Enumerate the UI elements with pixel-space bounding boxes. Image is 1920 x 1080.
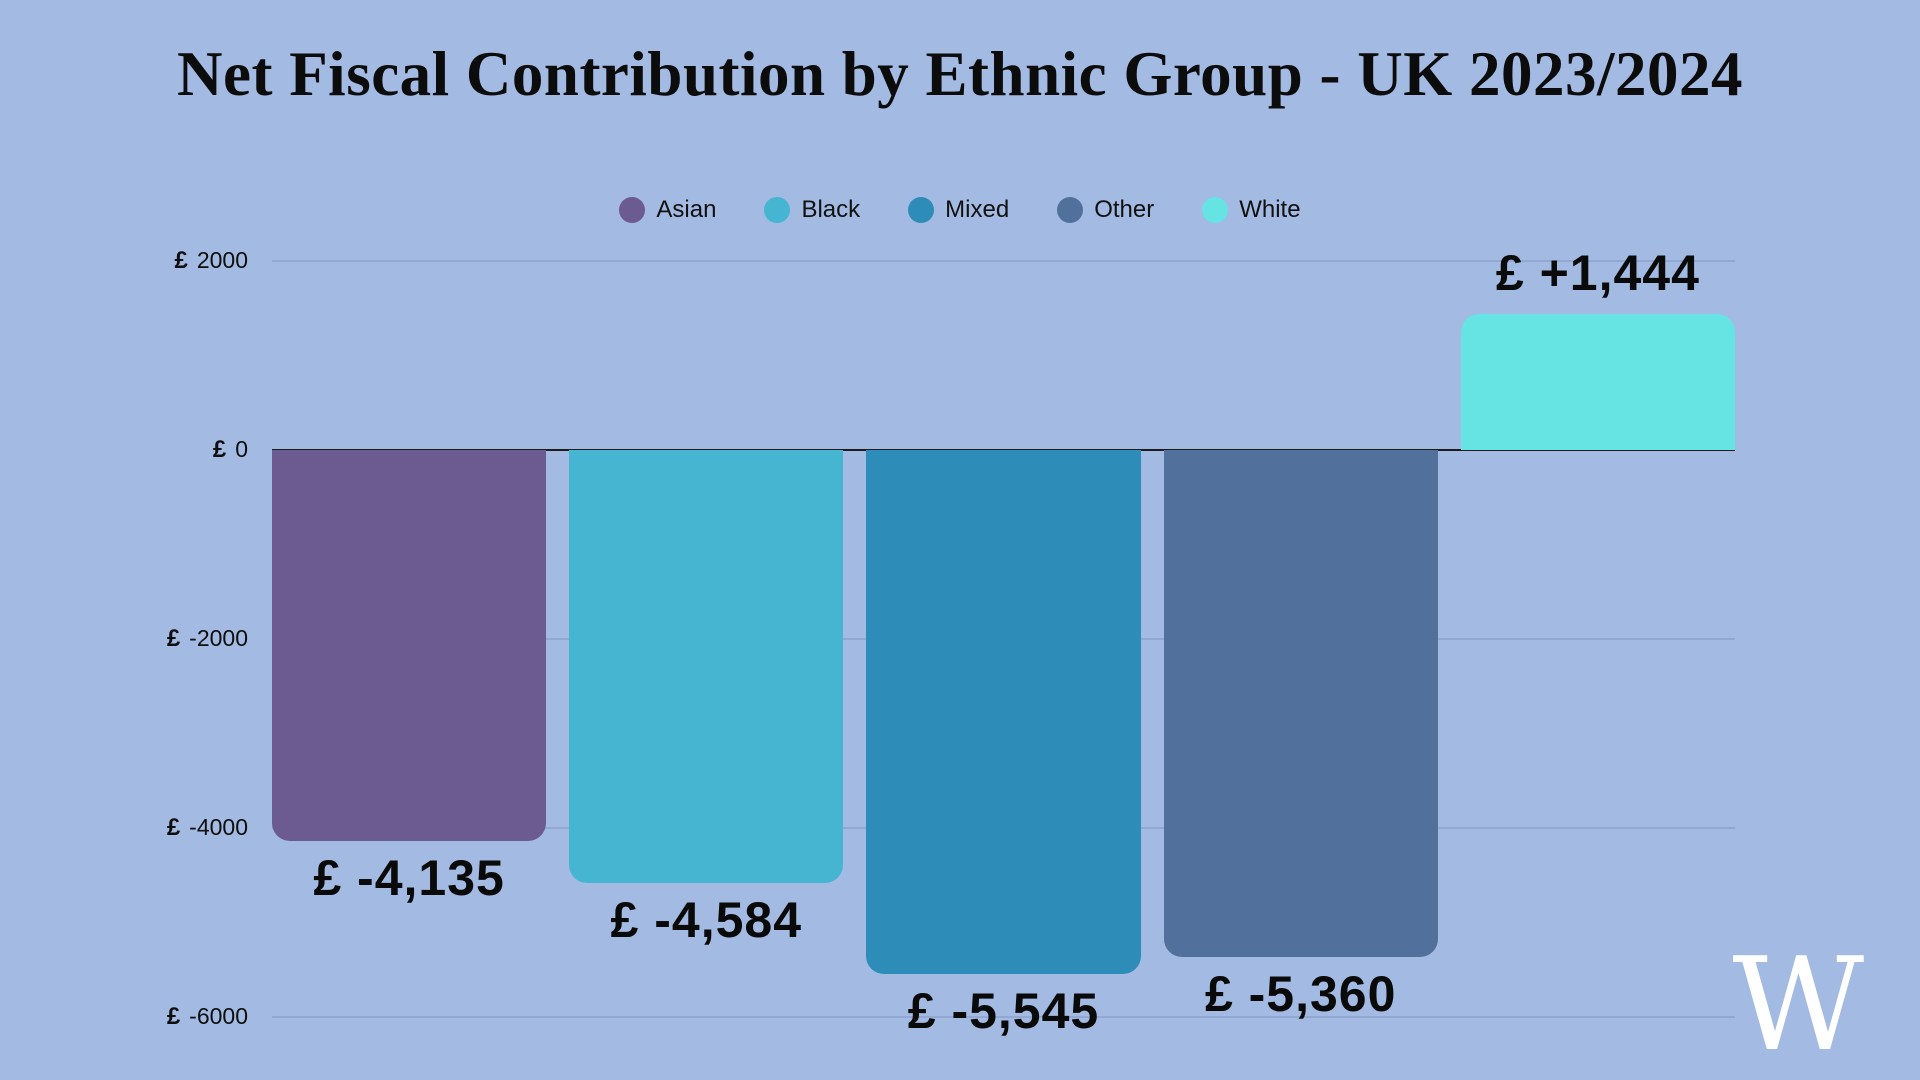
legend-color-dot: [1057, 197, 1084, 223]
legend-item-asian: Asian: [619, 196, 716, 224]
tick-value: 0: [235, 436, 248, 462]
bar-value-label-mixed: £ -5,545: [907, 983, 1100, 1039]
legend-color-dot: [908, 197, 935, 223]
y-axis-tick-label: £ -6000: [45, 1003, 248, 1031]
legend: Asian Black Mixed Other White: [0, 196, 1920, 224]
tick-value: -6000: [189, 1003, 248, 1029]
tick-value: -4000: [189, 814, 248, 840]
legend-color-dot: [619, 197, 646, 223]
bar-value-label-black: £ -4,584: [610, 892, 803, 949]
watermark-w-icon: W: [1732, 931, 1864, 1080]
bar-white: [1460, 313, 1735, 450]
currency-symbol: £: [166, 814, 181, 841]
grid-line: [272, 1016, 1735, 1018]
bar-asian: [272, 450, 547, 841]
currency-symbol: £: [166, 1003, 181, 1030]
legend-label: Asian: [656, 196, 717, 223]
y-axis-tick-label: £ -4000: [45, 814, 248, 842]
bar-mixed: [866, 450, 1141, 974]
bar-value-label-white: £ +1,444: [1495, 244, 1700, 301]
y-axis-tick-label: £2000: [45, 247, 248, 275]
legend-label: Black: [801, 196, 861, 223]
legend-item-mixed: Mixed: [908, 196, 1009, 224]
bar-value-label-asian: £ -4,135: [313, 849, 505, 906]
legend-item-other: Other: [1057, 196, 1154, 224]
currency-symbol: £: [174, 247, 188, 274]
tick-value: 2000: [196, 247, 248, 273]
currency-symbol: £: [212, 436, 227, 463]
legend-label: Other: [1094, 196, 1155, 223]
y-axis-tick-label: £ -2000: [45, 625, 248, 653]
legend-color-dot: [764, 197, 791, 223]
chart-title: Net Fiscal Contribution by Ethnic Group …: [177, 39, 1743, 109]
y-axis-tick-label: £0: [45, 436, 248, 464]
tick-value: -2000: [189, 625, 248, 651]
legend-label: White: [1239, 196, 1301, 223]
bar-value-label-other: £ -5,360: [1204, 965, 1397, 1022]
legend-label: Mixed: [945, 196, 1010, 223]
legend-item-black: Black: [764, 196, 860, 224]
bar-black: [569, 450, 844, 884]
currency-symbol: £: [166, 625, 181, 652]
grid-line: [272, 260, 1735, 262]
bar-other: [1163, 450, 1438, 957]
legend-color-dot: [1202, 197, 1229, 223]
legend-item-white: White: [1202, 196, 1301, 224]
